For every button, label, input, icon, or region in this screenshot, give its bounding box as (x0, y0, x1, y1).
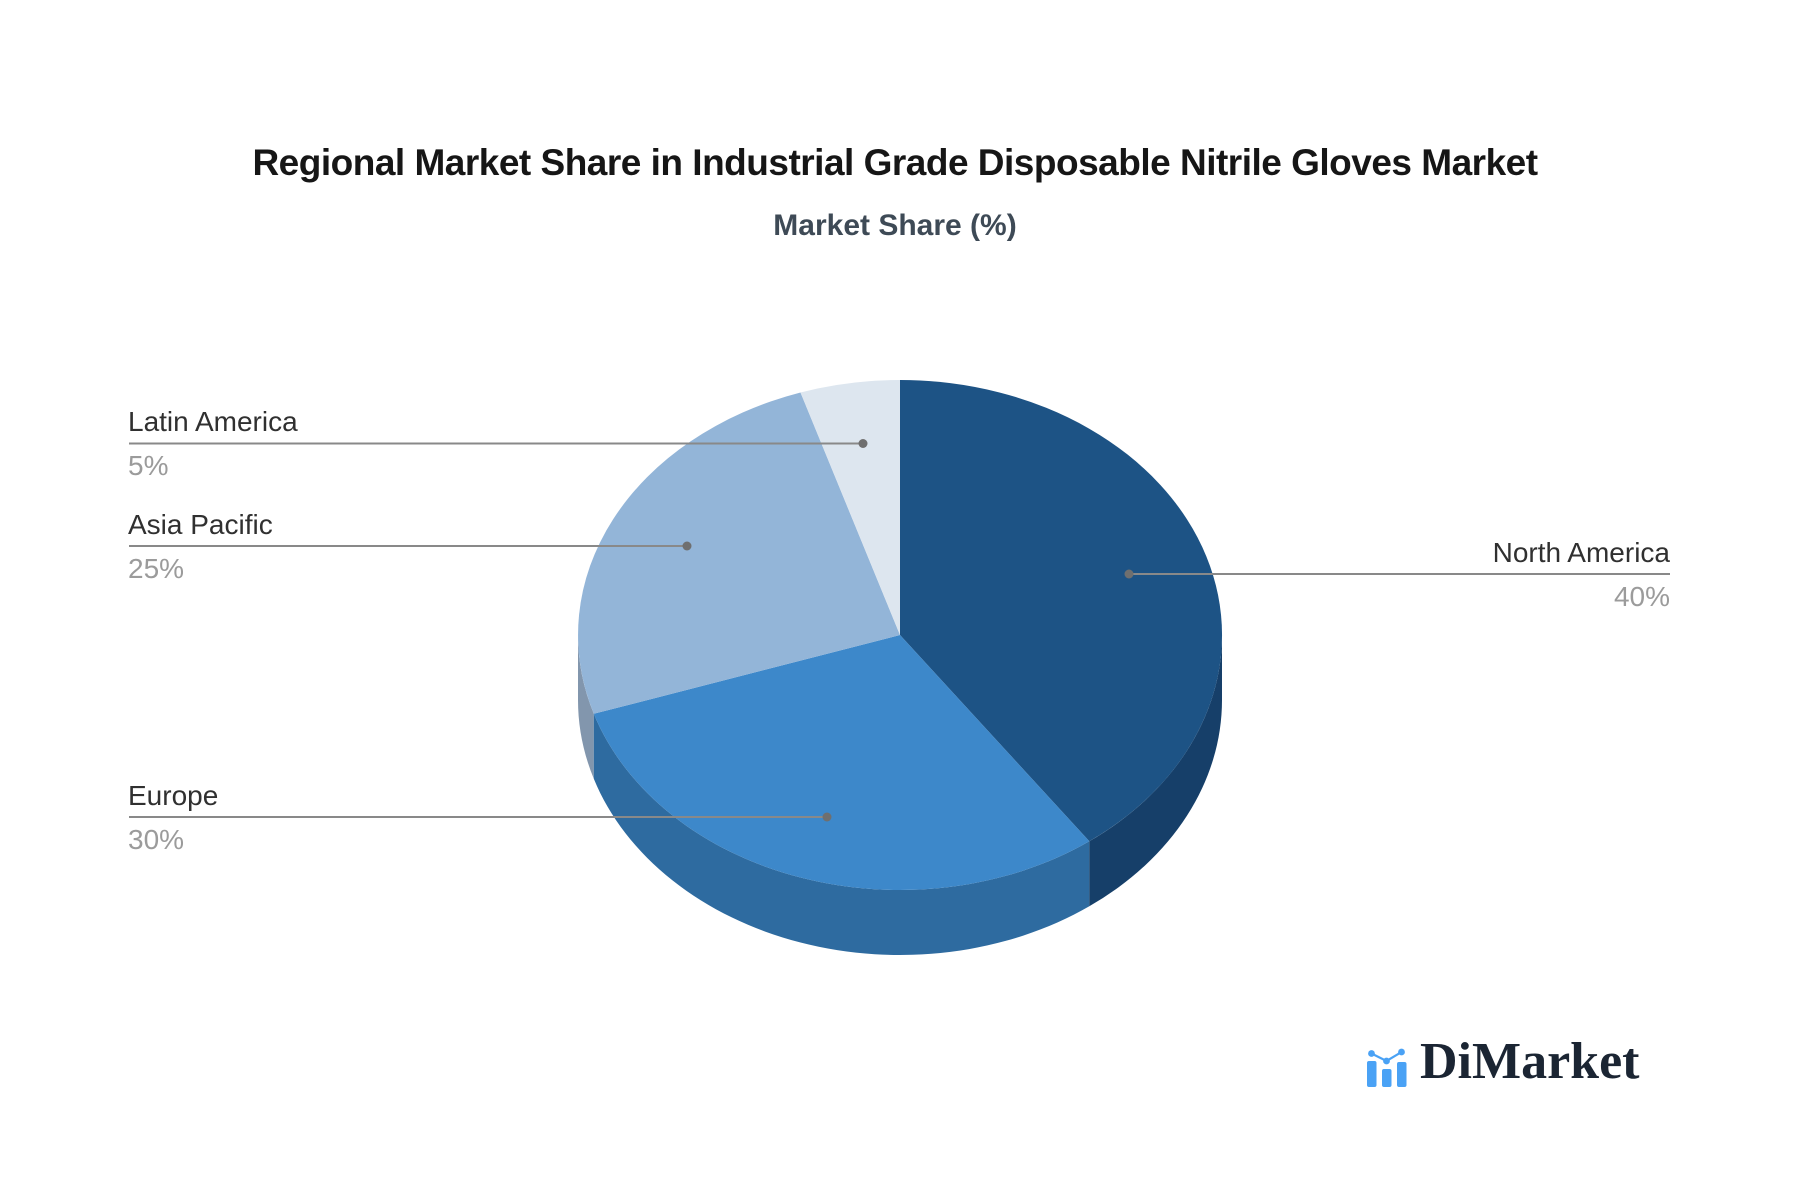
leader-dot-asia-pacific (682, 541, 692, 551)
leader-dot-europe (822, 812, 832, 822)
pct-latin-america: 5% (128, 450, 169, 481)
leader-dots (682, 439, 1134, 822)
chart-title: Regional Market Share in Industrial Grad… (252, 142, 1538, 183)
logo-wordmark: DiMarket (1420, 1033, 1640, 1090)
pie-slice-europe[interactable] (593, 635, 1090, 890)
leader-dot-north-america (1124, 569, 1134, 579)
bar-chart-trend-icon (1367, 1048, 1407, 1087)
leader-lines (129, 442, 1670, 818)
pie-slice-north-america-side (1089, 635, 1222, 907)
pie-slice-europe-side (593, 713, 1090, 955)
dimarket-logo: DiMarket (1364, 1032, 1664, 1102)
label-north-america: North America (1492, 537, 1670, 568)
label-latin-america: Latin America (128, 406, 298, 437)
pct-asia-pacific: 25% (128, 553, 185, 584)
pct-europe: 30% (128, 824, 185, 855)
pie-slice-north-america[interactable] (900, 380, 1223, 842)
chart-subtitle: Market Share (%) (773, 209, 1017, 242)
pct-north-america: 40% (1613, 581, 1670, 612)
pie-slice-asia-pacific-side (578, 635, 594, 779)
label-asia-pacific: Asia Pacific (128, 509, 273, 540)
label-europe: Europe (128, 780, 219, 811)
leader-dot-latin-america (858, 439, 868, 448)
pie-slice-asia-pacific[interactable] (578, 392, 900, 714)
